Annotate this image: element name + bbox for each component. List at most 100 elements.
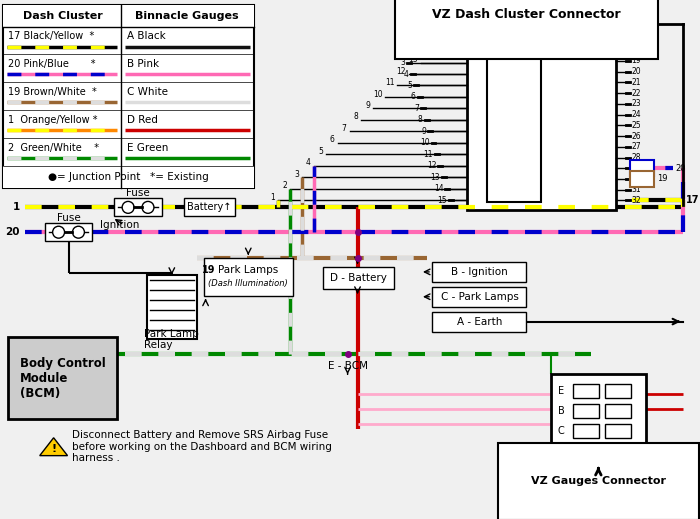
Bar [573,404,598,418]
Text: B - Ignition: B - Ignition [452,267,508,277]
Text: 8: 8 [354,113,358,121]
Text: 30: 30 [631,174,641,183]
Text: 28: 28 [631,153,641,162]
Text: 4: 4 [404,70,409,78]
Text: 17: 17 [686,196,700,206]
Text: 23: 23 [631,99,641,108]
Text: C: C [558,426,564,436]
Bar [3,5,254,188]
Text: 15: 15 [433,32,442,41]
Text: 5: 5 [407,81,412,90]
Text: 31: 31 [631,185,641,194]
Text: 32: 32 [631,196,641,205]
Text: 14: 14 [434,184,443,194]
Text: 8: 8 [418,115,423,125]
Text: 1: 1 [270,193,275,202]
Text: 19: 19 [657,174,668,183]
Text: 10: 10 [372,89,382,99]
Text: D Red: D Red [127,115,158,125]
Text: C White: C White [127,87,168,97]
Text: 14: 14 [421,44,430,52]
Circle shape [52,226,64,238]
Text: D - Battery: D - Battery [330,273,387,283]
Text: 17 Black/Yellow  *: 17 Black/Yellow * [8,31,95,42]
Text: 20: 20 [6,227,20,237]
Text: 20 Pink/Blue       *: 20 Pink/Blue * [8,59,95,69]
Text: 15: 15 [438,196,447,205]
Bar [486,37,541,202]
Text: 20: 20 [631,67,641,76]
Text: E: E [558,386,564,396]
Text: 21: 21 [631,78,641,87]
Bar [605,444,631,458]
Bar [8,337,117,419]
Bar [114,198,162,216]
Text: 10: 10 [420,139,430,147]
Text: 2: 2 [282,182,287,190]
Text: 12: 12 [427,161,437,170]
Bar [605,404,631,418]
Text: B Pink: B Pink [127,59,159,69]
Text: 9: 9 [421,127,426,136]
Bar [467,30,616,210]
Text: 7: 7 [414,104,419,113]
Text: 29: 29 [631,163,641,173]
Bar [45,223,92,241]
Text: 20: 20 [676,163,686,173]
Text: 2  Green/White    *: 2 Green/White * [8,143,99,153]
Bar [629,160,655,176]
Text: 6: 6 [330,135,335,144]
Text: Fuse: Fuse [57,213,80,223]
Bar [183,198,235,216]
Text: 19 Brown/White  *: 19 Brown/White * [8,87,97,97]
Bar [573,444,598,458]
Text: 3: 3 [400,58,405,67]
Text: 17: 17 [631,35,641,44]
Text: VZ Gauges Connector: VZ Gauges Connector [531,476,666,486]
Text: 9: 9 [365,101,370,110]
Text: E Green: E Green [127,143,169,153]
Bar [551,374,645,463]
Text: Disconnect Battery and Remove SRS Airbag Fuse
before working on the Dashboard an: Disconnect Battery and Remove SRS Airbag… [73,430,332,463]
Bar [432,311,526,332]
Text: Battery↑: Battery↑ [188,202,232,212]
Text: VZ Dash Cluster Connector: VZ Dash Cluster Connector [432,8,621,21]
Bar [147,275,197,339]
Text: Ignition: Ignition [100,220,140,230]
Bar [605,424,631,438]
Text: E - BCM: E - BCM [328,361,368,371]
Text: 19: 19 [202,265,215,275]
Bar [3,166,254,188]
Bar [432,287,526,307]
Bar [432,262,526,282]
Text: 3: 3 [294,170,299,179]
Text: 5: 5 [318,147,323,156]
Text: 4: 4 [306,158,311,168]
Text: Park Lamps: Park Lamps [218,265,279,275]
Bar [573,384,598,398]
Text: 2: 2 [397,47,402,56]
Circle shape [73,226,85,238]
Text: A - Earth: A - Earth [457,317,503,326]
Text: 7: 7 [342,124,346,133]
Text: ●= Junction Point   *= Existing: ●= Junction Point *= Existing [48,172,209,182]
Bar [605,384,631,398]
Text: 18: 18 [631,46,641,54]
Text: 1: 1 [393,35,398,44]
Text: 1  Orange/Yellow *: 1 Orange/Yellow * [8,115,97,125]
Text: 6: 6 [411,92,416,102]
Text: 25: 25 [631,121,641,130]
Text: D: D [557,446,565,456]
Text: 13: 13 [430,173,440,182]
Text: 1: 1 [13,202,20,212]
Polygon shape [40,438,67,456]
Text: 11: 11 [424,150,433,159]
Text: Fuse: Fuse [126,188,150,198]
Text: (Dash Illumination): (Dash Illumination) [209,279,288,289]
Bar [629,171,655,187]
Text: 27: 27 [631,142,641,151]
Text: Body Control
Module
(BCM): Body Control Module (BCM) [20,357,106,400]
Text: 12: 12 [397,66,406,76]
Text: Binnacle Gauges: Binnacle Gauges [134,11,238,21]
Text: 19: 19 [631,57,641,65]
